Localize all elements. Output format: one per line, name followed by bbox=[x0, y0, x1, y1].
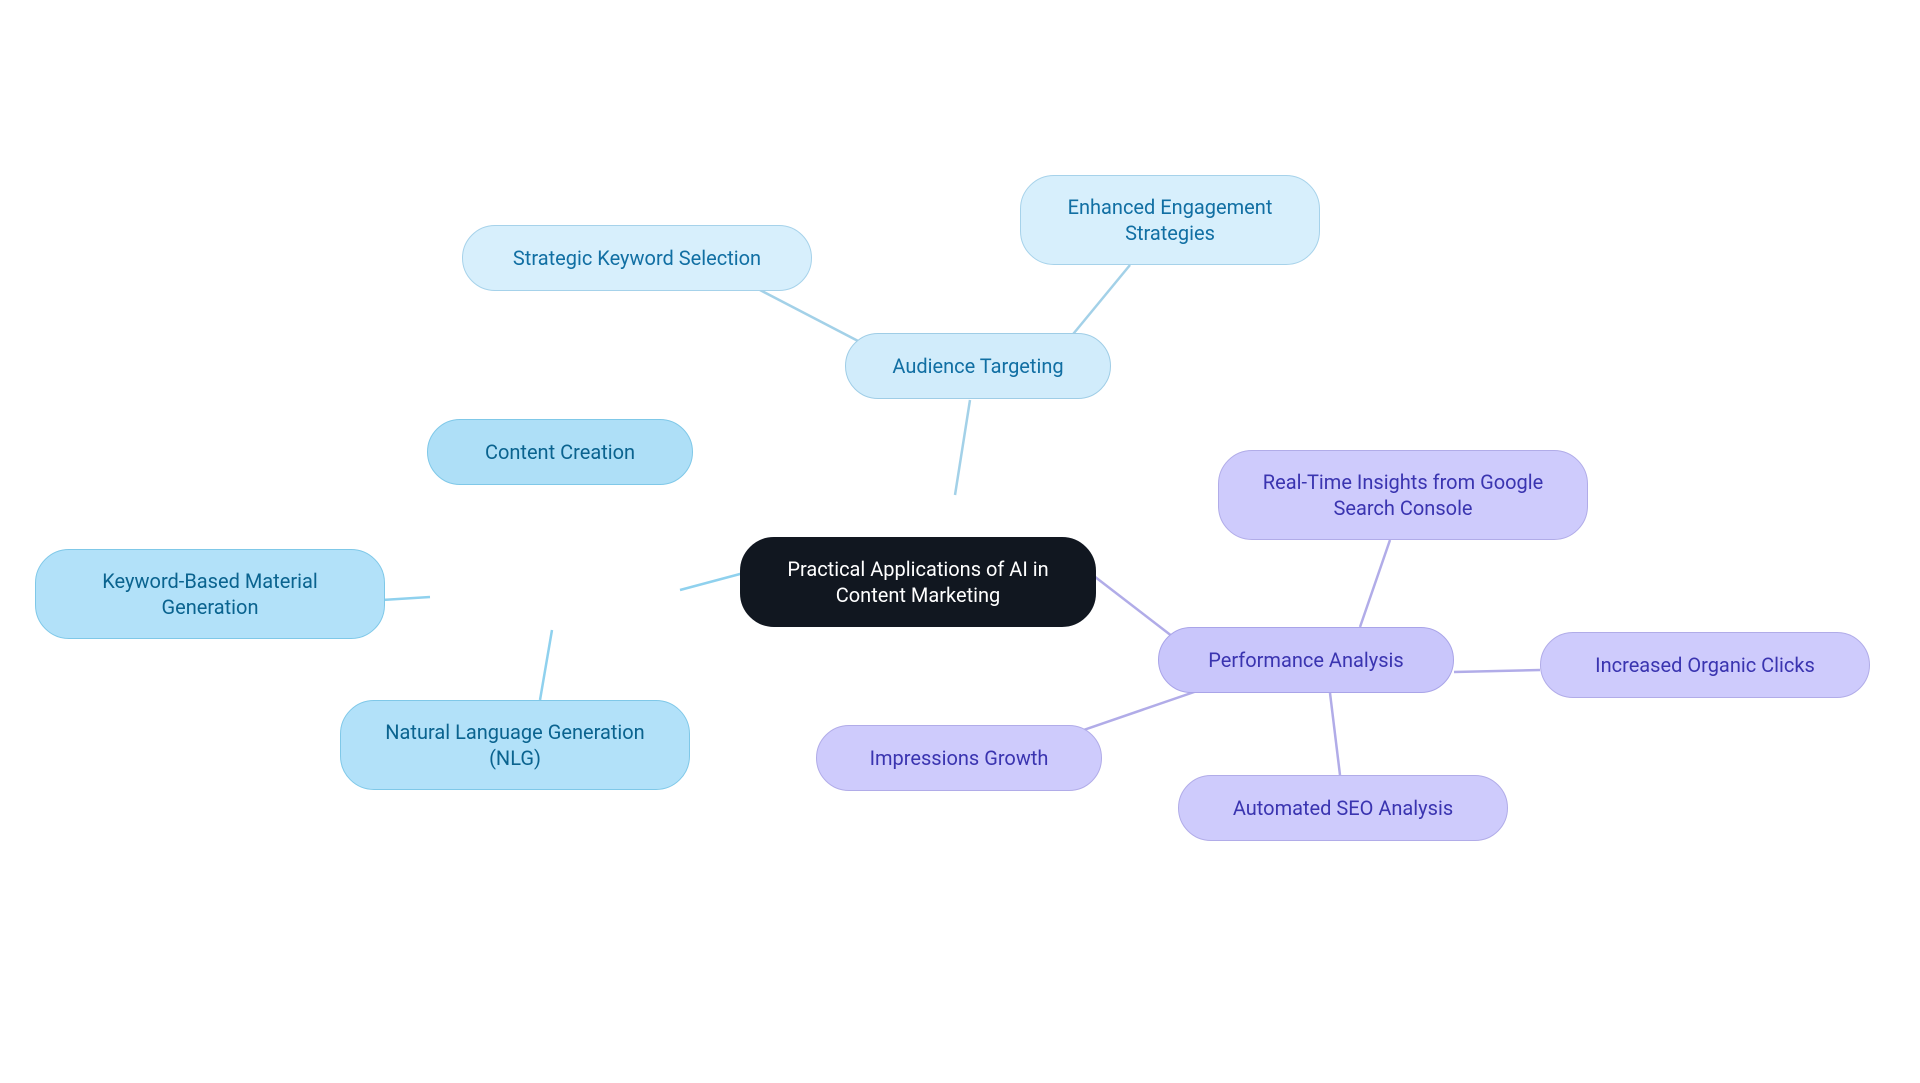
edge-performance-analysis-organic-clicks bbox=[1454, 670, 1540, 672]
node-content-creation: Content Creation bbox=[427, 419, 693, 485]
node-label: Natural Language Generation (NLG) bbox=[361, 719, 669, 771]
node-label: Real-Time Insights from Google Search Co… bbox=[1239, 469, 1567, 521]
node-label: Keyword-Based Material Generation bbox=[56, 568, 364, 620]
node-label: Audience Targeting bbox=[892, 353, 1063, 379]
edge-performance-analysis-automated-seo bbox=[1330, 693, 1340, 775]
node-root: Practical Applications of AI in Content … bbox=[740, 537, 1096, 627]
node-enhanced-engagement: Enhanced Engagement Strategies bbox=[1020, 175, 1320, 265]
node-strategic-keyword: Strategic Keyword Selection bbox=[462, 225, 812, 291]
node-organic-clicks: Increased Organic Clicks bbox=[1540, 632, 1870, 698]
edge-root-audience-targeting bbox=[955, 400, 970, 495]
node-label: Enhanced Engagement Strategies bbox=[1041, 194, 1299, 246]
node-label: Practical Applications of AI in Content … bbox=[761, 556, 1075, 608]
edge-performance-analysis-realtime-insights bbox=[1360, 540, 1390, 627]
edge-content-creation-keyword-gen bbox=[382, 597, 430, 600]
node-automated-seo: Automated SEO Analysis bbox=[1178, 775, 1508, 841]
node-label: Strategic Keyword Selection bbox=[513, 245, 761, 271]
node-keyword-gen: Keyword-Based Material Generation bbox=[35, 549, 385, 639]
node-label: Performance Analysis bbox=[1208, 647, 1403, 673]
node-audience-targeting: Audience Targeting bbox=[845, 333, 1111, 399]
node-impressions-growth: Impressions Growth bbox=[816, 725, 1102, 791]
node-realtime-insights: Real-Time Insights from Google Search Co… bbox=[1218, 450, 1588, 540]
node-label: Automated SEO Analysis bbox=[1233, 795, 1453, 821]
edge-content-creation-nlg bbox=[540, 630, 552, 700]
node-label: Increased Organic Clicks bbox=[1595, 652, 1815, 678]
node-label: Impressions Growth bbox=[870, 745, 1049, 771]
node-performance-analysis: Performance Analysis bbox=[1158, 627, 1454, 693]
node-label: Content Creation bbox=[485, 439, 635, 465]
node-nlg: Natural Language Generation (NLG) bbox=[340, 700, 690, 790]
